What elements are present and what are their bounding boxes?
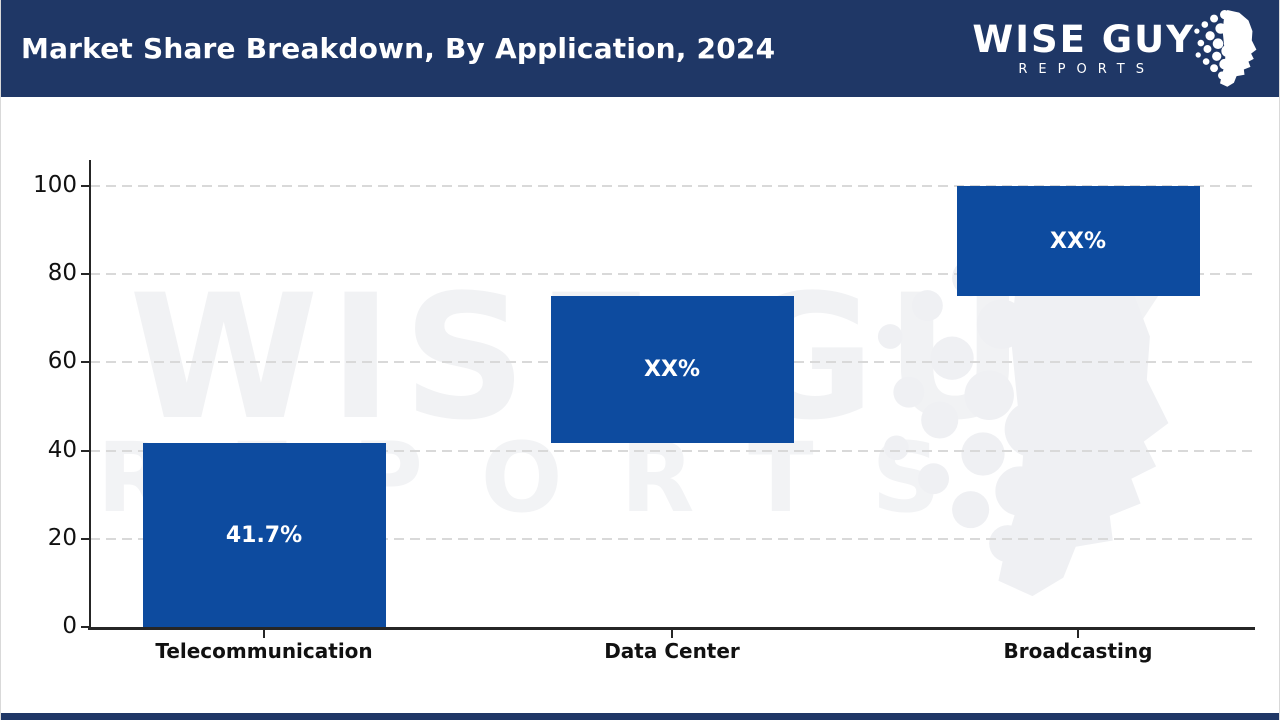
- y-tick-label: 40: [47, 436, 77, 463]
- y-tick-mark: [81, 626, 89, 628]
- footer-bar: [1, 713, 1279, 720]
- y-axis-line: [89, 160, 91, 629]
- y-tick-label: 60: [47, 348, 77, 375]
- y-tick-mark: [81, 537, 89, 540]
- y-tick-label: 20: [47, 524, 77, 551]
- x-tick-mark: [263, 630, 265, 638]
- page-title: Market Share Breakdown, By Application, …: [21, 32, 776, 65]
- x-tick-mark: [671, 630, 673, 638]
- y-tick-mark: [81, 449, 89, 452]
- x-tick-label: Data Center: [604, 639, 740, 663]
- gridline: [90, 537, 1254, 540]
- y-tick-mark: [81, 361, 89, 364]
- bar-value-label: 41.7%: [225, 522, 303, 548]
- watermark-face-icon: [877, 237, 1169, 597]
- logo-reports-label: REPORTS: [1018, 61, 1155, 77]
- bar-telecommunication: 41.7%: [142, 443, 386, 627]
- logo-text: WISE GUY REPORTS: [972, 21, 1195, 77]
- bar-broadcasting: XX%: [956, 186, 1200, 297]
- logo: WISE GUY REPORTS: [972, 6, 1267, 92]
- header-bar: Market Share Breakdown, By Application, …: [1, 0, 1279, 97]
- dotted-face-icon: [1194, 9, 1257, 87]
- logo-wiseguy-label: WISE GUY: [972, 17, 1195, 61]
- y-tick-label: 100: [33, 172, 77, 198]
- y-tick-mark: [81, 273, 89, 276]
- x-tick-mark: [1077, 630, 1079, 638]
- bar-value-label: XX%: [1050, 228, 1106, 254]
- x-axis-line: [88, 627, 1255, 630]
- gridline: [90, 185, 1254, 187]
- y-tick-label: 80: [47, 260, 77, 287]
- x-tick-label: Telecommunication: [155, 639, 373, 663]
- gridline: [90, 273, 1254, 276]
- bar-data-center: XX%: [550, 296, 794, 444]
- bar-value-label: XX%: [644, 357, 700, 383]
- gridline: [90, 449, 1254, 452]
- y-tick-mark: [81, 185, 89, 187]
- y-tick-label: 0: [62, 613, 77, 639]
- x-tick-label: Broadcasting: [1003, 639, 1153, 663]
